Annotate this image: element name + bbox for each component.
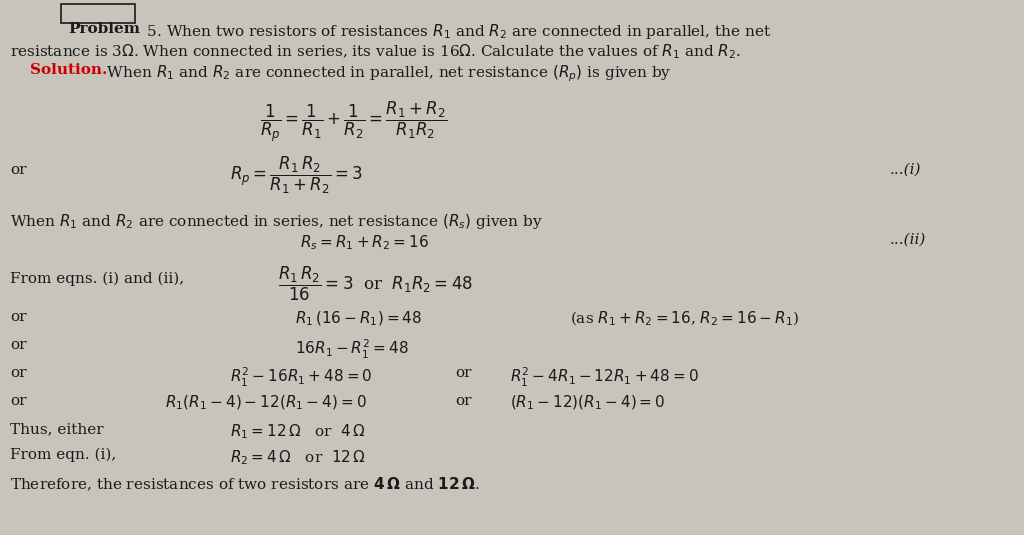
Text: $R_p = \dfrac{R_1\,R_2}{R_1+R_2} = 3$: $R_p = \dfrac{R_1\,R_2}{R_1+R_2} = 3$ <box>230 155 362 196</box>
Text: $R_1(R_1-4)-12(R_1-4)=0$: $R_1(R_1-4)-12(R_1-4)=0$ <box>165 394 367 412</box>
Text: or: or <box>10 310 27 324</box>
Text: or: or <box>10 338 27 352</box>
Text: Thus, either: Thus, either <box>10 422 103 436</box>
Text: $R_1\,(16-R_1)=48$: $R_1\,(16-R_1)=48$ <box>295 310 422 328</box>
Text: $\dfrac{1}{R_p} = \dfrac{1}{R_1} + \dfrac{1}{R_2} = \dfrac{R_1+R_2}{R_1R_2}$: $\dfrac{1}{R_p} = \dfrac{1}{R_1} + \dfra… <box>260 100 447 144</box>
Text: Problem: Problem <box>68 22 140 36</box>
Text: $R_2=4\,\Omega$   or  $12\,\Omega$: $R_2=4\,\Omega$ or $12\,\Omega$ <box>230 448 367 467</box>
Text: or: or <box>10 163 27 177</box>
Text: $(R_1-12)(R_1-4)=0$: $(R_1-12)(R_1-4)=0$ <box>510 394 666 412</box>
Text: $R_1^2-16R_1+48=0$: $R_1^2-16R_1+48=0$ <box>230 366 373 389</box>
Text: When $R_1$ and $R_2$ are connected in parallel, net resistance $(R_p)$ is given : When $R_1$ and $R_2$ are connected in pa… <box>102 63 672 83</box>
Text: or: or <box>10 394 27 408</box>
Text: From eqns. (i) and (ii),: From eqns. (i) and (ii), <box>10 272 184 286</box>
Text: ...(i): ...(i) <box>890 163 922 177</box>
Text: (as $R_1+R_2=16$, $R_2=16-R_1$): (as $R_1+R_2=16$, $R_2=16-R_1$) <box>570 310 799 328</box>
Text: 5. When two resistors of resistances $R_1$ and $R_2$ are connected in parallel, : 5. When two resistors of resistances $R_… <box>142 22 771 41</box>
Text: Solution.: Solution. <box>30 63 108 77</box>
Text: $16R_1-R_1^2=48$: $16R_1-R_1^2=48$ <box>295 338 409 361</box>
Text: $R_1^2-4R_1-12R_1+48=0$: $R_1^2-4R_1-12R_1+48=0$ <box>510 366 698 389</box>
Text: Therefore, the resistances of two resistors are $\mathbf{4\,\Omega}$ and $\mathb: Therefore, the resistances of two resist… <box>10 476 480 493</box>
Text: or: or <box>455 366 471 380</box>
Text: When $R_1$ and $R_2$ are connected in series, net resistance $(R_s)$ given by: When $R_1$ and $R_2$ are connected in se… <box>10 212 543 231</box>
Text: or: or <box>455 394 471 408</box>
Text: or: or <box>10 366 27 380</box>
Text: $\dfrac{R_1\,R_2}{16}=3$  or  $R_1R_2=48$: $\dfrac{R_1\,R_2}{16}=3$ or $R_1R_2=48$ <box>278 265 473 303</box>
Text: ...(ii): ...(ii) <box>890 233 927 247</box>
Text: From eqn. (i),: From eqn. (i), <box>10 448 117 462</box>
Text: resistance is 3$\Omega$. When connected in series, its value is 16$\Omega$. Calc: resistance is 3$\Omega$. When connected … <box>10 42 741 60</box>
Text: $R_s=R_1+R_2=16$: $R_s=R_1+R_2=16$ <box>300 233 429 251</box>
Text: $R_1=12\,\Omega$   or  $4\,\Omega$: $R_1=12\,\Omega$ or $4\,\Omega$ <box>230 422 367 441</box>
